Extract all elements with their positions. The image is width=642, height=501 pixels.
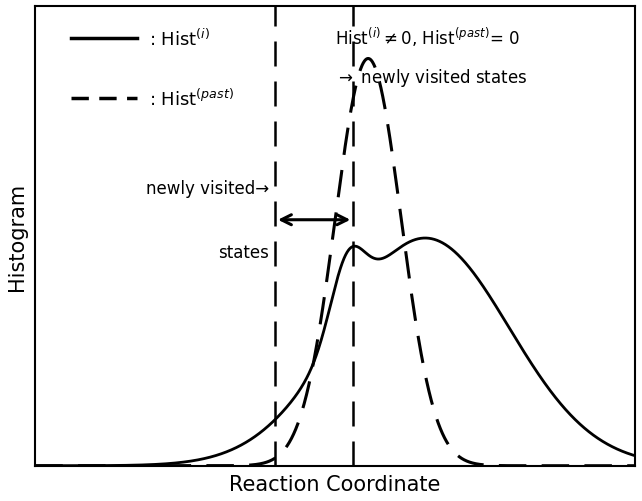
Text: $\rightarrow$ newly visited states: $\rightarrow$ newly visited states <box>335 67 527 89</box>
Y-axis label: Histogram: Histogram <box>7 182 27 290</box>
X-axis label: Reaction Coordinate: Reaction Coordinate <box>229 474 441 494</box>
Text: states: states <box>218 243 269 261</box>
Text: : Hist$^{(i)}$: : Hist$^{(i)}$ <box>149 29 211 50</box>
Text: : Hist$^{(past)}$: : Hist$^{(past)}$ <box>149 88 234 109</box>
Text: newly visited→: newly visited→ <box>146 179 269 197</box>
Text: Hist$^{(i)}$$\neq$0, Hist$^{(past)}$= 0: Hist$^{(i)}$$\neq$0, Hist$^{(past)}$= 0 <box>335 25 520 49</box>
